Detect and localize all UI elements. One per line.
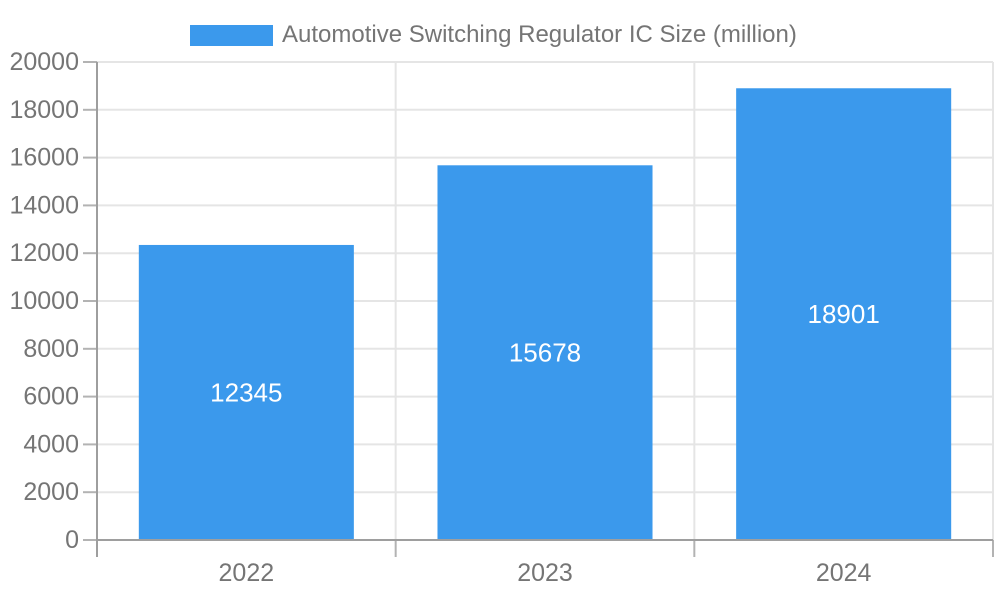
x-tick-label: 2023 xyxy=(517,559,573,587)
y-tick-label: 18000 xyxy=(9,96,79,124)
legend-swatch xyxy=(190,24,273,46)
y-tick-label: 0 xyxy=(65,526,79,554)
bar-value-label: 12345 xyxy=(210,377,282,407)
bar xyxy=(437,165,653,540)
legend-label: Automotive Switching Regulator IC Size (… xyxy=(282,21,797,48)
y-tick-label: 20000 xyxy=(9,48,79,76)
x-tick-label: 2024 xyxy=(816,559,872,587)
y-tick-label: 8000 xyxy=(23,335,79,363)
bar-value-label: 18901 xyxy=(808,299,880,329)
y-tick-label: 14000 xyxy=(9,191,79,219)
chart-legend: Automotive Switching Regulator IC Size (… xyxy=(190,21,797,49)
y-tick-label: 10000 xyxy=(9,287,79,315)
y-tick-label: 2000 xyxy=(23,478,79,506)
x-tick-label: 2022 xyxy=(219,559,275,587)
bar-value-label: 15678 xyxy=(509,338,581,368)
bar xyxy=(736,88,952,540)
y-tick-label: 16000 xyxy=(9,144,79,172)
y-tick-label: 6000 xyxy=(23,383,79,411)
y-tick-label: 12000 xyxy=(9,239,79,267)
bar xyxy=(138,244,354,540)
y-tick-label: 4000 xyxy=(23,430,79,458)
